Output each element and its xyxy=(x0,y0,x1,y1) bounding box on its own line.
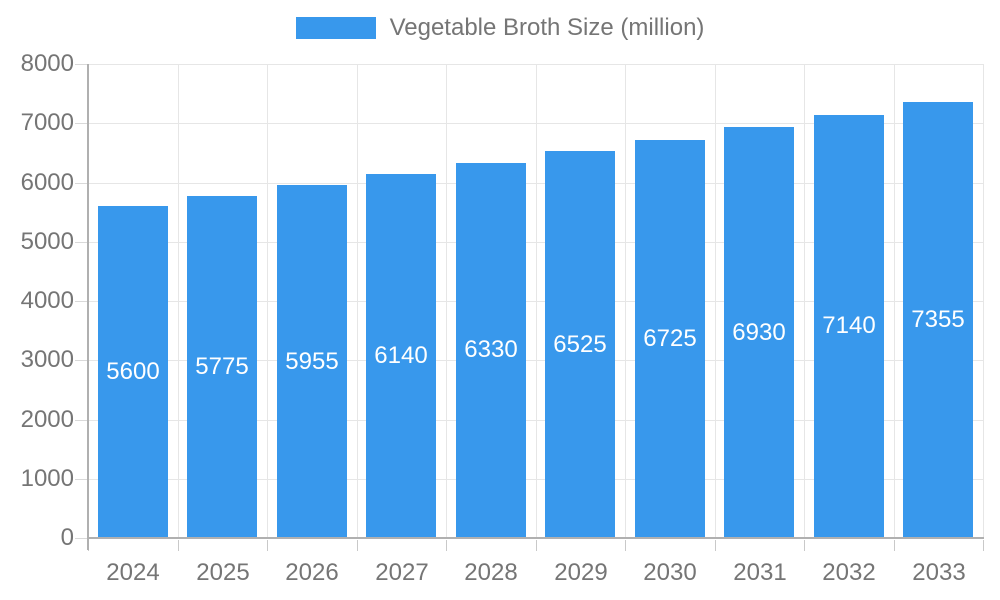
x-tick-mark xyxy=(267,540,268,551)
y-tick-mark xyxy=(75,242,88,243)
y-axis-line xyxy=(87,64,89,550)
v-gridline xyxy=(178,64,179,538)
x-tick-label: 2026 xyxy=(285,559,339,586)
y-tick-label: 6000 xyxy=(20,169,74,196)
y-tick-label: 2000 xyxy=(20,406,74,433)
bar xyxy=(814,115,884,537)
bar-value-label: 5775 xyxy=(195,353,249,380)
x-axis-line xyxy=(87,537,984,539)
h-gridline xyxy=(88,183,983,184)
v-gridline xyxy=(536,64,537,538)
y-tick-label: 7000 xyxy=(20,109,74,136)
x-tick-mark xyxy=(357,540,358,551)
x-tick-mark xyxy=(178,540,179,551)
legend-swatch xyxy=(295,17,376,39)
x-tick-mark xyxy=(804,540,805,551)
bar-value-label: 7140 xyxy=(822,312,876,339)
legend-label: Vegetable Broth Size (million) xyxy=(389,14,705,41)
bar-value-label: 6330 xyxy=(464,336,518,363)
bar xyxy=(187,196,257,537)
v-gridline xyxy=(625,64,626,538)
v-gridline xyxy=(983,64,984,538)
bar xyxy=(98,206,168,537)
x-tick-mark xyxy=(894,540,895,551)
v-gridline xyxy=(894,64,895,538)
y-tick-mark xyxy=(75,360,88,361)
x-tick-label: 2024 xyxy=(106,559,160,586)
y-tick-label: 3000 xyxy=(20,346,74,373)
y-tick-mark xyxy=(75,479,88,480)
bar xyxy=(456,163,526,537)
x-tick-mark xyxy=(446,540,447,551)
y-tick-label: 0 xyxy=(60,524,74,551)
y-tick-label: 8000 xyxy=(20,50,74,77)
x-tick-label: 2029 xyxy=(554,559,608,586)
bar-value-label: 7355 xyxy=(911,306,965,333)
bar-value-label: 6930 xyxy=(732,319,786,346)
x-tick-label: 2031 xyxy=(733,559,787,586)
x-tick-label: 2025 xyxy=(196,559,250,586)
y-tick-mark xyxy=(75,64,88,65)
h-gridline xyxy=(88,123,983,124)
bar-value-label: 6140 xyxy=(374,342,428,369)
bar xyxy=(724,127,794,537)
bar-value-label: 6725 xyxy=(643,325,697,352)
x-tick-mark xyxy=(983,540,984,551)
h-gridline xyxy=(88,301,983,302)
y-tick-mark xyxy=(75,420,88,421)
y-tick-mark xyxy=(75,301,88,302)
x-tick-mark xyxy=(715,540,716,551)
y-tick-label: 1000 xyxy=(20,465,74,492)
x-tick-label: 2030 xyxy=(643,559,697,586)
bar-value-label: 5600 xyxy=(106,358,160,385)
h-gridline xyxy=(88,64,983,65)
y-tick-mark xyxy=(75,123,88,124)
y-tick-mark xyxy=(75,183,88,184)
x-tick-label: 2028 xyxy=(464,559,518,586)
y-tick-mark xyxy=(75,538,88,539)
h-gridline xyxy=(88,420,983,421)
v-gridline xyxy=(804,64,805,538)
bar-value-label: 5955 xyxy=(285,348,339,375)
x-tick-label: 2033 xyxy=(912,559,966,586)
bar xyxy=(635,140,705,537)
x-tick-mark xyxy=(536,540,537,551)
bar xyxy=(903,102,973,537)
x-tick-mark xyxy=(625,540,626,551)
bar xyxy=(277,185,347,537)
v-gridline xyxy=(357,64,358,538)
bar xyxy=(545,151,615,537)
x-tick-label: 2027 xyxy=(375,559,429,586)
y-tick-label: 4000 xyxy=(20,287,74,314)
bar xyxy=(366,174,436,537)
y-tick-label: 5000 xyxy=(20,228,74,255)
x-tick-label: 2032 xyxy=(822,559,876,586)
v-gridline xyxy=(446,64,447,538)
bar-value-label: 6525 xyxy=(553,331,607,358)
h-gridline xyxy=(88,360,983,361)
h-gridline xyxy=(88,479,983,480)
v-gridline xyxy=(715,64,716,538)
chart-legend: Vegetable Broth Size (million) xyxy=(0,14,1000,42)
v-gridline xyxy=(267,64,268,538)
h-gridline xyxy=(88,242,983,243)
